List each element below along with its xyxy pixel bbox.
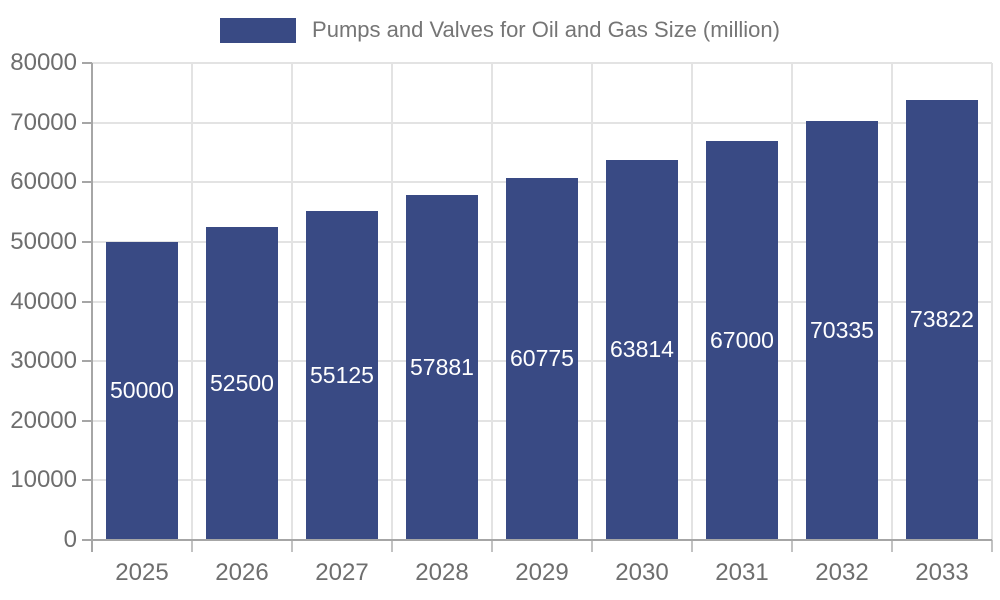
bar-value-label: 50000 — [110, 377, 174, 404]
bar: 60775 — [506, 177, 578, 540]
y-axis-line — [91, 63, 93, 552]
gridline-vertical — [791, 63, 793, 540]
y-axis-tick-label: 70000 — [10, 108, 77, 136]
y-axis-tick — [82, 300, 92, 303]
x-axis-tick-label: 2033 — [915, 559, 969, 586]
y-axis-tick — [82, 419, 92, 422]
gridline-vertical — [591, 63, 593, 540]
y-axis-tick — [82, 479, 92, 482]
y-axis-tick — [82, 121, 92, 124]
y-axis-tick-label: 60000 — [10, 168, 77, 196]
y-axis-tick-label: 20000 — [10, 406, 77, 434]
gridline-vertical — [691, 63, 693, 540]
x-axis-tick-label: 2028 — [415, 559, 469, 586]
x-axis-tick-label: 2030 — [615, 559, 669, 586]
bar-value-label: 73822 — [910, 306, 974, 333]
x-axis-tick-label: 2025 — [115, 559, 169, 586]
x-axis-tick — [191, 540, 193, 552]
y-axis-tick-label: 30000 — [10, 347, 77, 375]
legend-label: Pumps and Valves for Oil and Gas Size (m… — [312, 17, 780, 42]
x-axis-tick — [391, 540, 393, 552]
bar-value-label: 55125 — [310, 362, 374, 389]
bar: 63814 — [606, 159, 678, 540]
bar-value-label: 67000 — [710, 326, 774, 353]
y-axis-tick-label: 50000 — [10, 227, 77, 255]
bar: 67000 — [706, 140, 778, 540]
gridline-vertical — [491, 63, 493, 540]
bar: 73822 — [906, 99, 978, 540]
x-axis-tick-label: 2029 — [515, 559, 569, 586]
bar-value-label: 57881 — [410, 353, 474, 380]
x-axis-tick — [491, 540, 493, 552]
gridline-horizontal — [92, 121, 992, 124]
y-axis-tick — [82, 360, 92, 363]
legend-swatch — [220, 17, 297, 43]
bar: 57881 — [406, 194, 478, 540]
y-axis-tick-label: 0 — [63, 526, 77, 553]
x-axis-tick-label: 2032 — [815, 559, 869, 586]
bar-value-label: 60775 — [510, 345, 574, 372]
x-axis-tick — [591, 540, 593, 552]
y-axis-tick-label: 10000 — [10, 466, 77, 494]
bar: 50000 — [106, 241, 178, 540]
bar-value-label: 70335 — [810, 316, 874, 343]
x-axis-line — [82, 539, 992, 541]
y-axis-tick — [82, 181, 92, 184]
x-axis-tick — [291, 540, 293, 552]
legend-item[interactable]: Pumps and Valves for Oil and Gas Size (m… — [0, 17, 1000, 43]
x-axis-tick-label: 2027 — [315, 559, 369, 586]
gridline-vertical — [891, 63, 893, 540]
gridline-vertical — [291, 63, 293, 540]
x-axis-tick — [791, 540, 793, 552]
x-axis-tick — [691, 540, 693, 552]
y-axis-tick — [82, 240, 92, 243]
x-axis-tick — [891, 540, 893, 552]
x-axis-tick-label: 2031 — [715, 559, 769, 586]
y-axis-tick — [82, 62, 92, 64]
bar: 55125 — [306, 211, 378, 540]
gridline-vertical — [391, 63, 393, 540]
bar-value-label: 52500 — [210, 369, 274, 396]
y-axis-tick-label: 80000 — [10, 49, 77, 76]
bar: 70335 — [806, 120, 878, 540]
bar: 52500 — [206, 226, 278, 540]
x-axis-tick — [991, 540, 993, 552]
y-axis-tick-label: 40000 — [10, 287, 77, 315]
x-axis-tick-label: 2026 — [215, 559, 269, 586]
gridline-vertical — [991, 63, 993, 540]
gridline-horizontal — [92, 62, 992, 64]
bar-value-label: 63814 — [610, 336, 674, 363]
gridline-vertical — [191, 63, 193, 540]
